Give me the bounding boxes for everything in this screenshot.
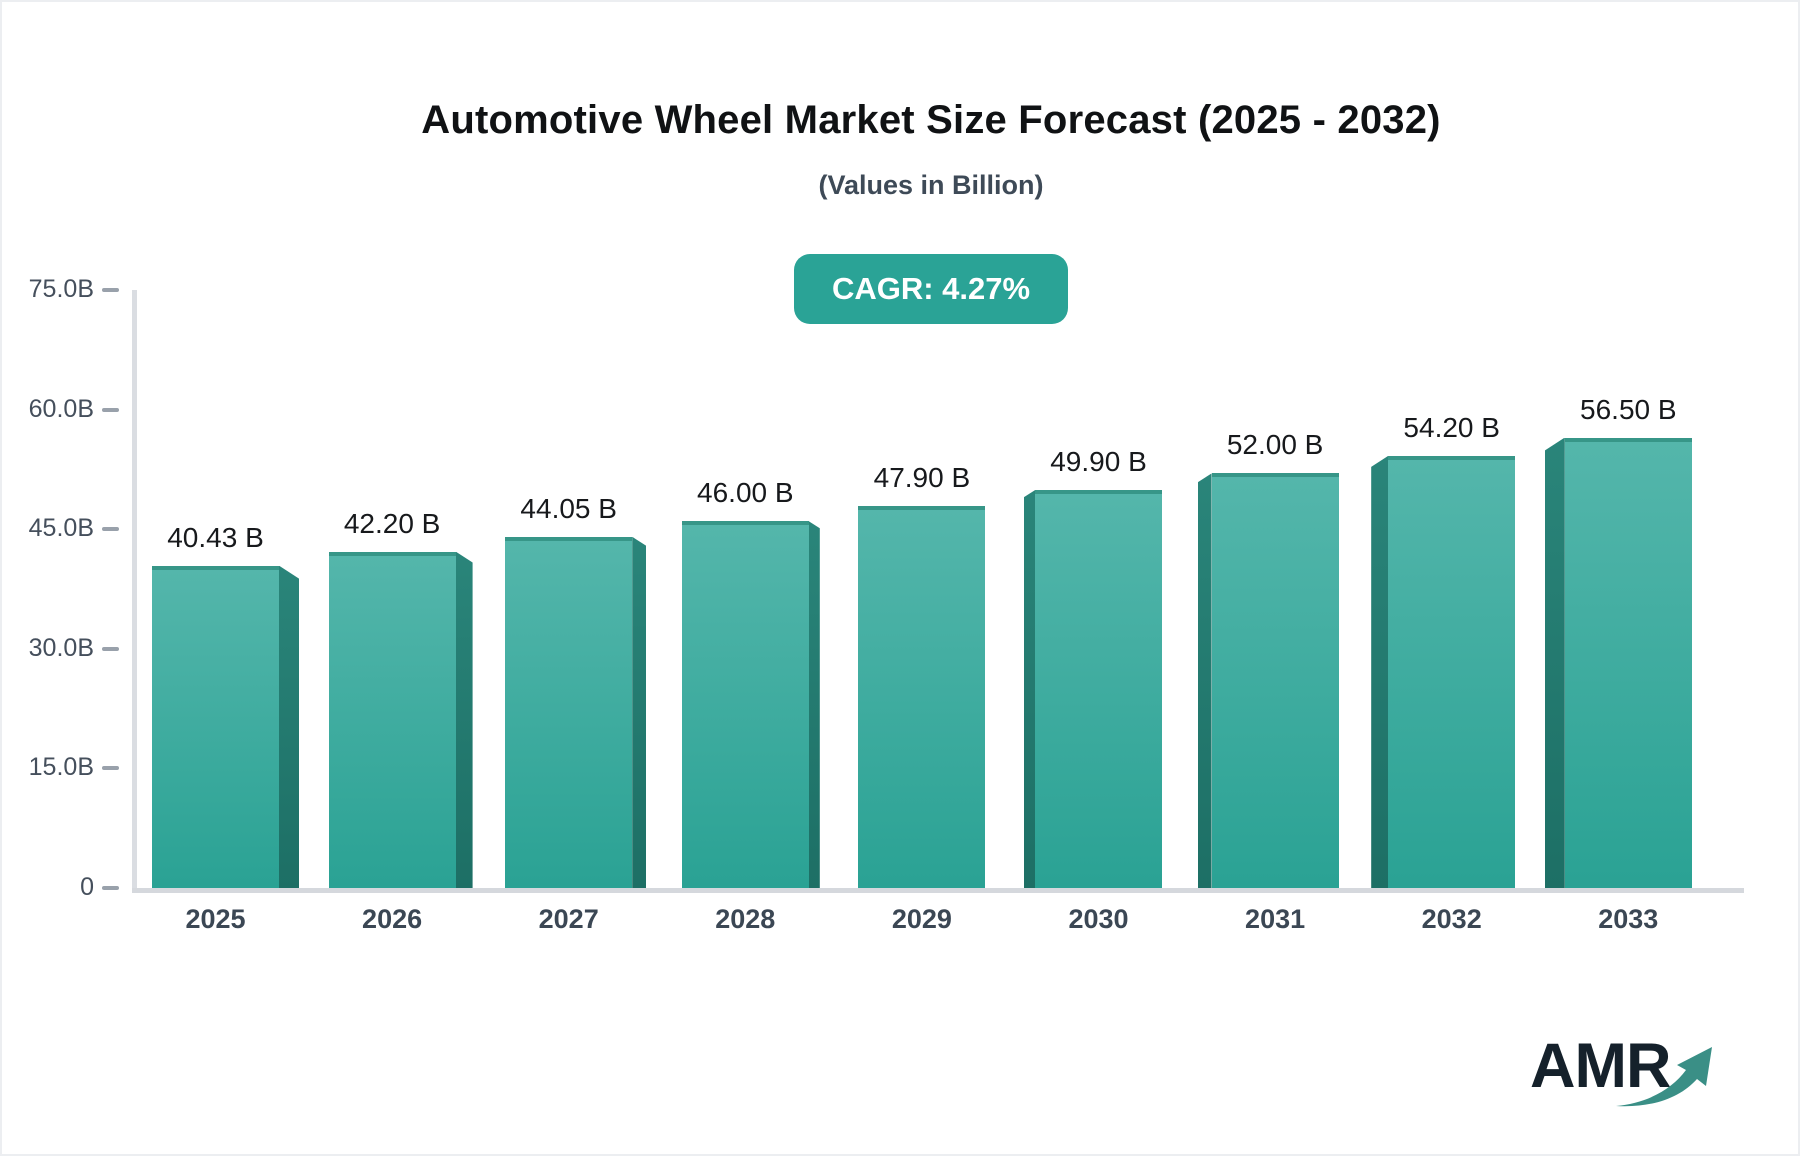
y-axis-tick <box>102 886 119 890</box>
y-axis-label: 45.0B <box>28 514 94 543</box>
bar-value-label: 54.20 B <box>1403 411 1500 443</box>
chart-subtitle: (Values in Billion) <box>818 170 1044 200</box>
amr-logo: AMR <box>1530 1030 1730 1120</box>
bar-value-label: 47.90 B <box>873 462 971 494</box>
x-axis-label: 2025 <box>185 904 246 934</box>
amr-logo-text: AMR <box>1530 1031 1671 1101</box>
cagr-badge: CAGR: 4.27% <box>793 254 1069 324</box>
bar <box>1564 437 1692 888</box>
bar-side-face <box>632 536 647 888</box>
y-axis-tick <box>102 288 119 292</box>
bar-value-label: 40.43 B <box>167 521 264 553</box>
bar-value-label: 44.05 B <box>520 492 617 524</box>
bar-side-face <box>1024 490 1035 888</box>
bar-value-label: 46.00 B <box>697 477 794 509</box>
bar <box>152 565 279 888</box>
x-axis-label: 2032 <box>1421 904 1482 934</box>
bar <box>858 506 986 888</box>
bar-side-face <box>1371 455 1389 888</box>
chart-title: Automotive Wheel Market Size Forecast (2… <box>421 98 1441 142</box>
bar-side-face <box>455 551 473 888</box>
bar-value-label: 56.50 B <box>1580 393 1677 425</box>
bar <box>328 551 456 888</box>
y-axis-tick <box>102 646 119 651</box>
y-axis-label: 15.0B <box>28 753 94 782</box>
y-axis-line <box>132 290 137 893</box>
x-axis-label: 2029 <box>891 904 952 934</box>
x-axis-baseline <box>132 888 1744 893</box>
x-axis-label: 2026 <box>362 904 423 934</box>
bar-side-face <box>1544 437 1565 888</box>
cagr-badge-wrap: CAGR: 4.27% <box>74 254 1788 324</box>
bar-side-face <box>279 565 299 888</box>
bar <box>681 521 809 888</box>
growth-arrow-icon <box>1616 1047 1712 1107</box>
x-axis-label: 2031 <box>1245 904 1306 934</box>
bar <box>1211 473 1339 888</box>
bar-value-label: 52.00 B <box>1226 429 1324 461</box>
bar <box>505 536 633 888</box>
y-axis-label: 60.0B <box>28 394 94 423</box>
x-axis-label: 2027 <box>538 904 599 934</box>
bar <box>1035 490 1162 888</box>
bar-value-label: 49.90 B <box>1050 446 1147 478</box>
y-axis-label: 30.0B <box>28 633 94 662</box>
x-axis-label: 2033 <box>1598 904 1659 934</box>
bar-side-face <box>1197 473 1212 888</box>
y-axis-label: 0 <box>80 873 94 901</box>
bar <box>1388 455 1516 888</box>
bar-side-face <box>808 521 820 888</box>
y-axis-tick <box>102 527 119 532</box>
bar-value-label: 42.20 B <box>343 507 441 539</box>
y-axis-tick <box>102 766 119 771</box>
x-axis-label: 2030 <box>1068 904 1129 934</box>
y-axis-tick <box>102 407 119 412</box>
y-axis-label: 75.0B <box>28 275 94 303</box>
x-axis-label: 2028 <box>715 904 776 934</box>
